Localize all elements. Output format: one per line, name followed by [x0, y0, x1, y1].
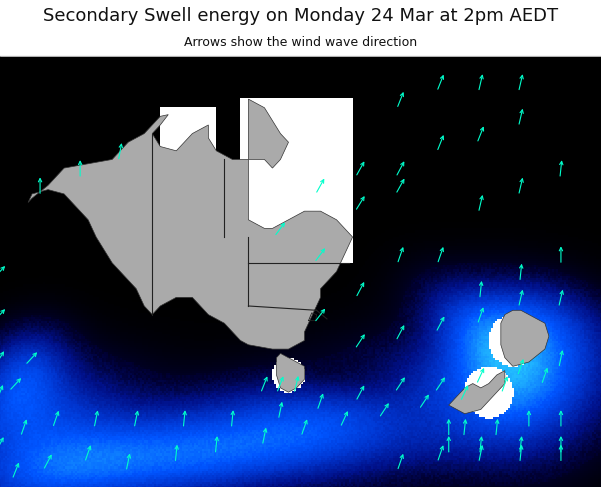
Polygon shape — [248, 99, 288, 168]
Text: Secondary Swell energy on Monday 24 Mar at 2pm AEDT: Secondary Swell energy on Monday 24 Mar … — [43, 7, 558, 25]
Polygon shape — [28, 114, 353, 349]
Polygon shape — [276, 354, 305, 392]
Polygon shape — [449, 371, 505, 414]
Text: Arrows show the wind wave direction: Arrows show the wind wave direction — [184, 36, 417, 49]
Polygon shape — [501, 310, 549, 366]
